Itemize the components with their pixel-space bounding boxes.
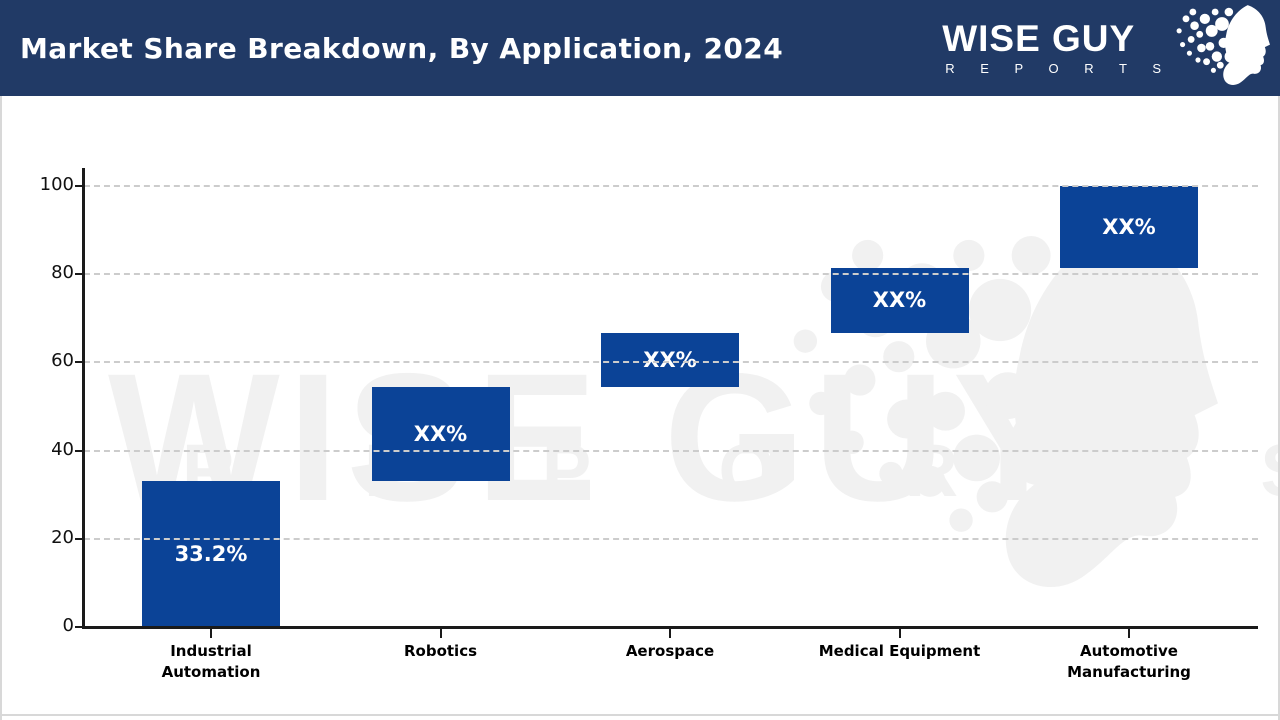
- x-category-label: Aerospace: [625, 642, 715, 660]
- x-category-label: Robotics: [403, 642, 478, 660]
- bar: 33.2%: [142, 480, 280, 627]
- bar: XX%: [601, 332, 739, 387]
- y-axis-tick: [75, 537, 84, 540]
- x-axis-line: [82, 626, 1258, 629]
- bar-value-label: XX%: [413, 421, 468, 446]
- x-axis-tick: [1128, 629, 1130, 638]
- y-tick-label: 20: [51, 526, 74, 548]
- bar-value-label: XX%: [1102, 214, 1156, 239]
- y-tick-label: 80: [51, 262, 74, 284]
- y-tick-label: 100: [39, 174, 74, 195]
- header: Market Share Breakdown, By Application, …: [0, 0, 1280, 96]
- wiseguy-head-icon: [1176, 5, 1270, 86]
- y-tick-label: 60: [51, 350, 74, 372]
- y-axis-tick: [75, 449, 84, 452]
- bottom-frame-line: [0, 714, 1280, 716]
- gridline-20: [84, 537, 1258, 540]
- gridline-80: [84, 273, 1258, 276]
- gridline-40: [84, 449, 1258, 452]
- x-category-label: Medical Equipment: [818, 642, 981, 660]
- bar-value-label: 33.2%: [174, 541, 248, 566]
- y-axis-tick: [75, 185, 84, 187]
- left-frame-line: [0, 96, 2, 720]
- brand-name: WISE GUY: [942, 18, 1136, 59]
- brand-logo: WISE GUY R E P O R T S: [942, 5, 1270, 91]
- right-frame-line: [1278, 96, 1280, 720]
- y-tick-label: 40: [51, 438, 74, 460]
- x-axis-tick: [210, 629, 212, 638]
- x-axis-tick: [898, 629, 901, 638]
- y-axis-tick: [75, 626, 84, 628]
- bar: XX%: [1060, 186, 1198, 268]
- page-title: Market Share Breakdown, By Application, …: [20, 31, 784, 65]
- bar: XX%: [371, 386, 510, 481]
- x-axis-tick: [439, 629, 442, 638]
- x-category-label: Automotive Manufacturing: [1067, 642, 1191, 681]
- x-category-label: Industrial Automation: [161, 642, 261, 681]
- y-axis-line: [82, 168, 85, 629]
- gridline-100: [84, 185, 1258, 187]
- bar-value-label: XX%: [872, 288, 927, 313]
- y-axis-tick: [75, 273, 84, 276]
- gridline-60: [84, 361, 1258, 364]
- brand-subname: R E P O R T S: [945, 61, 1172, 76]
- bar: XX%: [830, 267, 969, 333]
- y-tick-label: 0: [62, 615, 74, 636]
- bar-value-label: XX%: [643, 347, 697, 372]
- y-axis-tick: [75, 361, 84, 364]
- brand-text: WISE GUY R E P O R T S: [942, 20, 1172, 76]
- x-axis-tick: [669, 629, 671, 638]
